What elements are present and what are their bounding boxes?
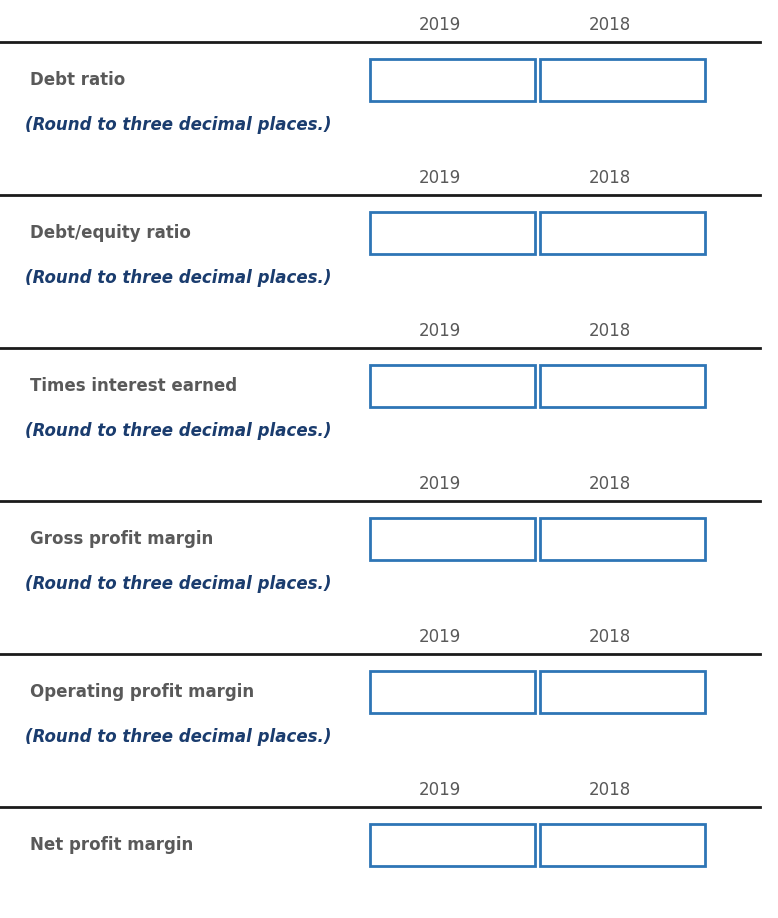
Bar (370, 671, 535, 713)
Text: Operating profit margin: Operating profit margin (30, 683, 254, 701)
Text: 2019: 2019 (419, 781, 461, 799)
Text: 2019: 2019 (419, 16, 461, 34)
Text: 2019: 2019 (419, 169, 461, 187)
Text: Gross profit margin: Gross profit margin (30, 530, 213, 548)
Bar (540, 59, 705, 101)
Text: 2019: 2019 (419, 475, 461, 493)
Text: (Round to three decimal places.): (Round to three decimal places.) (25, 575, 331, 593)
Bar (540, 824, 705, 866)
Text: Net profit margin: Net profit margin (30, 836, 193, 854)
Text: 2018: 2018 (589, 475, 631, 493)
Text: 2019: 2019 (419, 322, 461, 340)
Text: (Round to three decimal places.): (Round to three decimal places.) (25, 269, 331, 287)
Text: 2018: 2018 (589, 781, 631, 799)
Bar (370, 212, 535, 254)
Bar (540, 671, 705, 713)
Bar (370, 59, 535, 101)
Bar (370, 365, 535, 407)
Text: (Round to three decimal places.): (Round to three decimal places.) (25, 422, 331, 440)
Bar (370, 824, 535, 866)
Text: (Round to three decimal places.): (Round to three decimal places.) (25, 728, 331, 746)
Text: 2018: 2018 (589, 169, 631, 187)
Bar (540, 212, 705, 254)
Bar (370, 518, 535, 560)
Text: (Round to three decimal places.): (Round to three decimal places.) (25, 116, 331, 134)
Text: Debt/equity ratio: Debt/equity ratio (30, 224, 191, 242)
Text: 2019: 2019 (419, 628, 461, 646)
Text: Times interest earned: Times interest earned (30, 377, 237, 395)
Bar (540, 518, 705, 560)
Text: Debt ratio: Debt ratio (30, 71, 125, 89)
Text: 2018: 2018 (589, 322, 631, 340)
Text: 2018: 2018 (589, 16, 631, 34)
Bar (540, 365, 705, 407)
Text: 2018: 2018 (589, 628, 631, 646)
